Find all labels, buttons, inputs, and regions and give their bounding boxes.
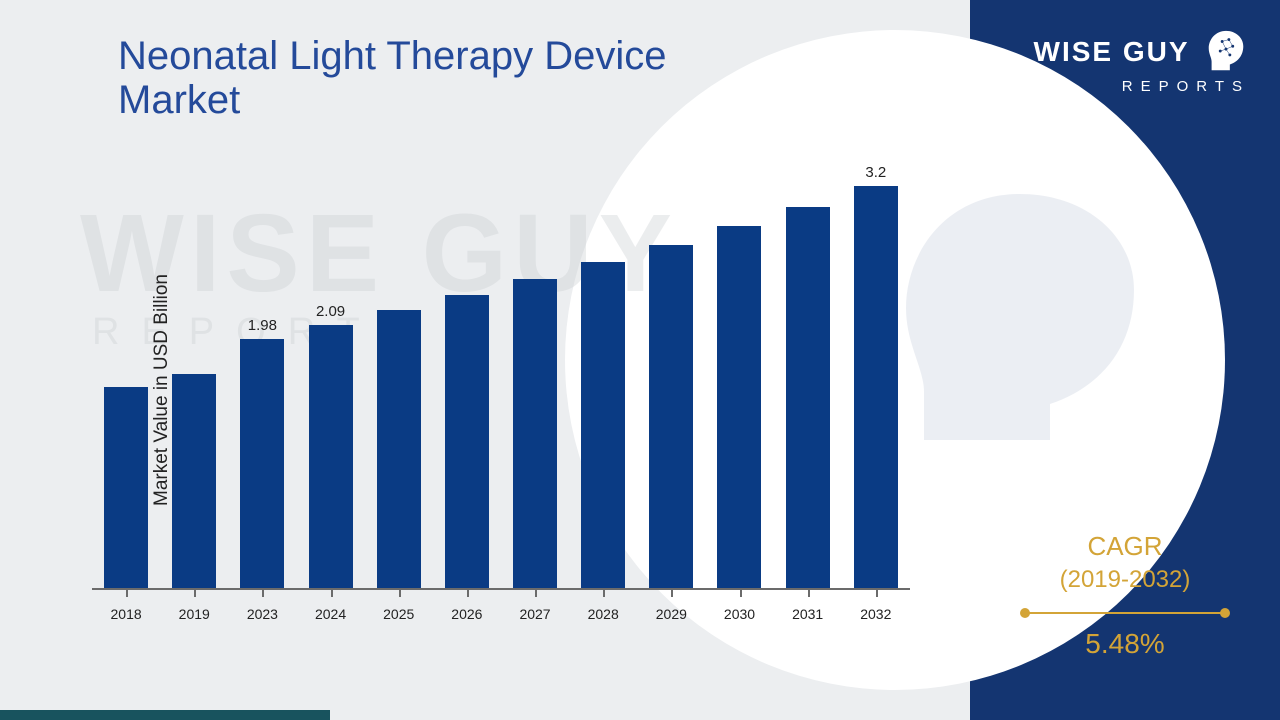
x-axis-tick [535, 590, 537, 597]
x-axis-category: 2019 [160, 606, 228, 622]
bar [649, 245, 693, 588]
x-axis-tick [467, 590, 469, 597]
x-axis-tick [331, 590, 333, 597]
x-axis-category: 2018 [92, 606, 160, 622]
x-axis-tick [671, 590, 673, 597]
cagr-label: CAGR [1000, 531, 1250, 562]
bar-column [774, 150, 842, 588]
bar-column [705, 150, 773, 588]
bar-value-label: 3.2 [865, 164, 886, 182]
x-axis-category: 2024 [296, 606, 364, 622]
brand-main-text: WISE GUY [1034, 36, 1190, 68]
page-root: WISE GUY REPORTS Neonatal Light Therapy … [0, 0, 1280, 720]
x-axis-category: 2031 [774, 606, 842, 622]
chart-area: Market Value in USD Billion 1.982.093.2 … [40, 150, 910, 630]
cagr-block: CAGR (2019-2032) 5.48% [1000, 531, 1250, 660]
x-axis-tick [808, 590, 810, 597]
x-axis-tick [876, 590, 878, 597]
bar-column [637, 150, 705, 588]
x-axis-tick [399, 590, 401, 597]
x-axis-category: 2026 [433, 606, 501, 622]
bar-column [160, 150, 228, 588]
bar [445, 295, 489, 588]
bar-column: 3.2 [842, 150, 910, 588]
brand-logo: WISE GUY REPORTS [1034, 28, 1250, 95]
bar-value-label: 1.98 [248, 317, 277, 335]
x-axis-category: 2023 [228, 606, 296, 622]
cagr-divider [1025, 612, 1225, 614]
bar-column [365, 150, 433, 588]
chart-title: Neonatal Light Therapy Device Market [118, 34, 758, 122]
bar [377, 310, 421, 588]
bar [309, 325, 353, 588]
bar [172, 374, 216, 588]
bottom-accent-bar [0, 710, 330, 720]
x-axis-line [92, 588, 910, 590]
head-profile-icon [1202, 28, 1250, 76]
plot-area: 1.98 2.09 3.2 [92, 150, 910, 590]
bar [786, 207, 830, 588]
bar-column [569, 150, 637, 588]
x-axis-tick [603, 590, 605, 597]
bar [854, 186, 898, 588]
bar [513, 279, 557, 588]
x-axis-tick [194, 590, 196, 597]
x-axis-category: 2030 [705, 606, 773, 622]
x-axis-category: 2029 [637, 606, 705, 622]
x-axis-tick [126, 590, 128, 597]
x-axis-category: 2032 [842, 606, 910, 622]
bar-value-label: 2.09 [316, 303, 345, 321]
x-axis-tick [740, 590, 742, 597]
bars-container: 1.98 2.09 3.2 [92, 150, 910, 588]
cagr-value: 5.48% [1000, 628, 1250, 660]
bar [104, 387, 148, 588]
bar-column: 1.98 [228, 150, 296, 588]
x-axis-labels: 2018201920232024202520262027202820292030… [92, 606, 910, 622]
bar-column [501, 150, 569, 588]
bar-column: 2.09 [296, 150, 364, 588]
x-axis-category: 2025 [365, 606, 433, 622]
bar [717, 226, 761, 588]
x-axis-category: 2028 [569, 606, 637, 622]
brand-sub-text: REPORTS [1034, 78, 1250, 95]
bar [240, 339, 284, 588]
cagr-years: (2019-2032) [1000, 566, 1250, 594]
bar-column [433, 150, 501, 588]
bar-column [92, 150, 160, 588]
x-axis-category: 2027 [501, 606, 569, 622]
bar [581, 262, 625, 588]
x-axis-tick [262, 590, 264, 597]
